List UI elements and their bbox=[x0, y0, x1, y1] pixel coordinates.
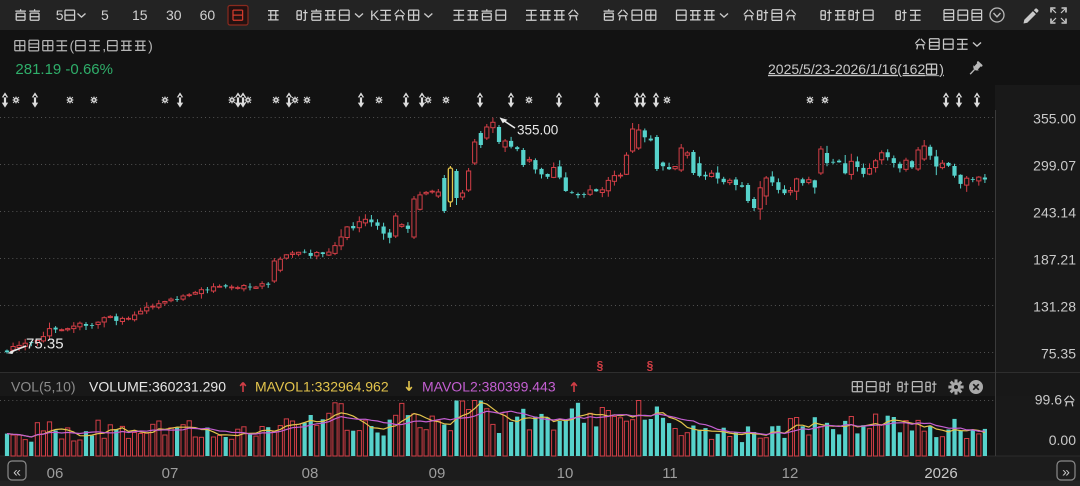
svg-text:355.00: 355.00 bbox=[1033, 111, 1076, 127]
svg-text:0.00: 0.00 bbox=[1049, 432, 1076, 448]
svg-text:09: 09 bbox=[429, 465, 446, 482]
svg-text:5: 5 bbox=[56, 7, 64, 23]
svg-text:«: « bbox=[13, 464, 21, 480]
svg-text:»: » bbox=[1062, 464, 1070, 480]
svg-text:2025/5/23-2026/1/16(162: 2025/5/23-2026/1/16(162 bbox=[768, 61, 925, 77]
svg-text:(: ( bbox=[70, 37, 75, 53]
svg-text:299.07: 299.07 bbox=[1033, 158, 1076, 174]
svg-text:VOL(5,10): VOL(5,10) bbox=[11, 378, 76, 394]
svg-text:07: 07 bbox=[162, 465, 179, 482]
svg-text:5: 5 bbox=[101, 7, 109, 23]
svg-text:60: 60 bbox=[200, 7, 216, 23]
svg-text:MAVOL2:380399.443: MAVOL2:380399.443 bbox=[422, 378, 556, 394]
svg-text:VOLUME:360231.290: VOLUME:360231.290 bbox=[89, 378, 226, 394]
svg-text:MAVOL1:332964.962: MAVOL1:332964.962 bbox=[255, 378, 389, 394]
svg-text:06: 06 bbox=[47, 465, 64, 482]
svg-text:K: K bbox=[370, 7, 380, 23]
svg-text:243.14: 243.14 bbox=[1033, 205, 1076, 221]
svg-text:10: 10 bbox=[557, 465, 574, 482]
svg-text:): ) bbox=[148, 37, 153, 53]
svg-text:12: 12 bbox=[782, 465, 799, 482]
svg-text:187.21: 187.21 bbox=[1033, 252, 1076, 268]
svg-text:11: 11 bbox=[662, 465, 678, 482]
svg-text:): ) bbox=[939, 61, 944, 77]
svg-text:§: § bbox=[647, 359, 654, 373]
svg-text:§: § bbox=[597, 359, 604, 373]
svg-text:,: , bbox=[102, 37, 106, 53]
svg-text:99.6: 99.6 bbox=[1035, 392, 1062, 408]
svg-text:75.35: 75.35 bbox=[26, 336, 64, 353]
svg-text:08: 08 bbox=[302, 465, 319, 482]
svg-text:2026: 2026 bbox=[924, 465, 957, 482]
svg-text:15: 15 bbox=[132, 7, 148, 23]
svg-text:131.28: 131.28 bbox=[1033, 299, 1076, 315]
svg-text:30: 30 bbox=[166, 7, 182, 23]
svg-text:281.19 -0.66%: 281.19 -0.66% bbox=[15, 61, 113, 78]
svg-text:355.00: 355.00 bbox=[517, 123, 558, 138]
svg-text:75.35: 75.35 bbox=[1041, 346, 1076, 362]
